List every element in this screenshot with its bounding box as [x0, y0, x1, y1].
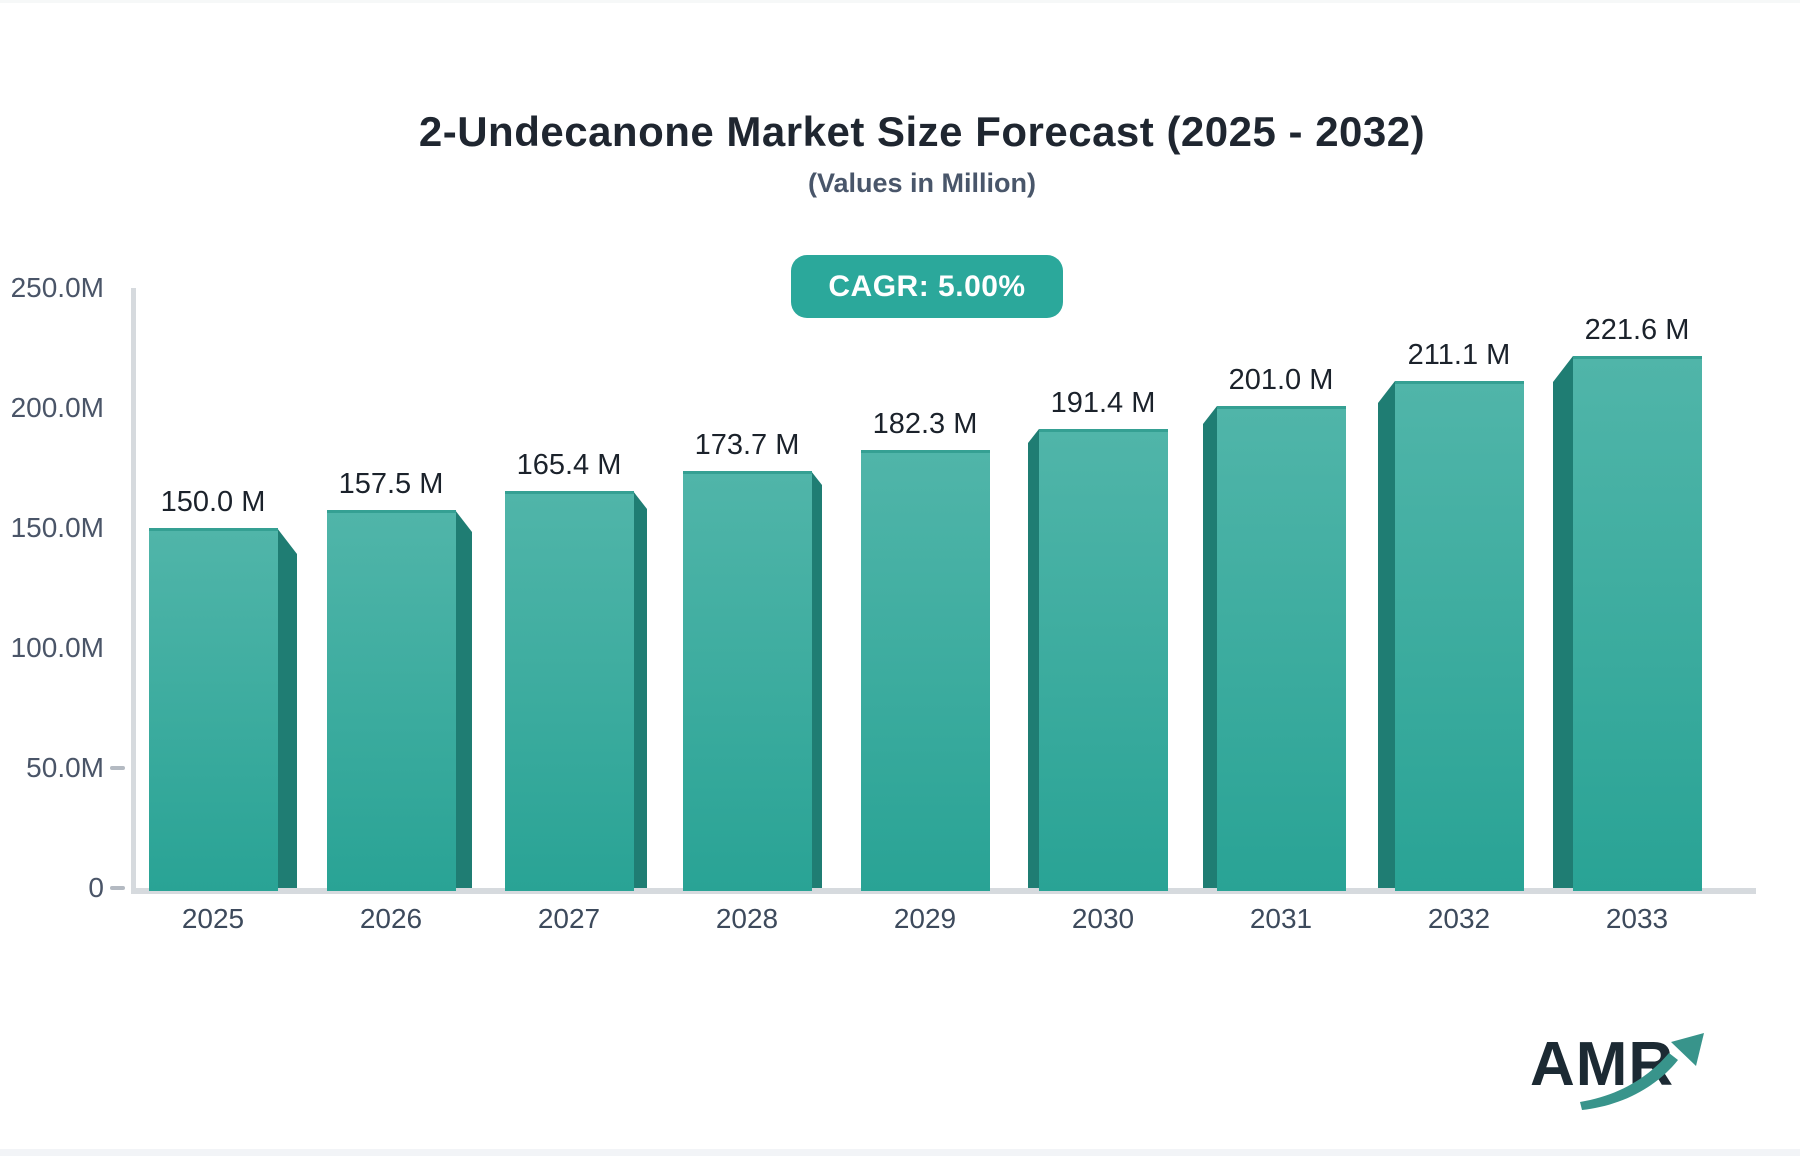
bar-value-label-2030: 191.4 M	[1050, 387, 1156, 419]
bar-value-label-2028: 173.7 M	[694, 429, 800, 461]
page-bottom-strip	[0, 1149, 1800, 1156]
bar-value-label-2027: 165.4 M	[516, 449, 622, 481]
x-tick-label-2028: 2028	[715, 903, 779, 934]
bar-side-2028	[811, 471, 822, 888]
bar-value-label-2029: 182.3 M	[872, 408, 978, 440]
bar-side-2027	[633, 491, 647, 888]
bar-2030	[1039, 429, 1168, 891]
chart-title: 2-Undecanone Market Size Forecast (2025 …	[418, 108, 1426, 155]
bar-2025	[149, 528, 278, 891]
bar-2028	[683, 471, 812, 891]
bar-side-2025	[277, 528, 297, 888]
y-axis-line	[131, 288, 136, 894]
bar-2027	[505, 491, 634, 891]
x-tick-label-2025: 2025	[181, 903, 245, 934]
x-axis-line	[131, 888, 1756, 894]
bar-2031	[1217, 406, 1346, 891]
x-tick-label-2026: 2026	[359, 903, 423, 934]
bar-2032	[1395, 381, 1524, 891]
bar-side-2031	[1203, 406, 1217, 888]
x-tick-label-2032: 2032	[1427, 903, 1491, 934]
y-tick-label: 150.0M	[10, 512, 104, 543]
y-tick-label: 100.0M	[10, 632, 104, 663]
bar-value-label-2032: 211.1 M	[1407, 339, 1511, 371]
x-tick-label-2029: 2029	[893, 903, 957, 934]
y-tick-dash	[110, 766, 125, 770]
bar-value-label-2026: 157.5 M	[338, 468, 444, 500]
bar-side-2033	[1553, 356, 1573, 888]
bar-value-label-2025: 150.0 M	[160, 486, 266, 518]
bar-2029	[861, 450, 990, 891]
bar-value-label-2031: 201.0 M	[1228, 364, 1334, 396]
x-tick-label-2030: 2030	[1071, 903, 1135, 934]
y-tick-label: 250.0M	[10, 272, 104, 303]
bar-side-2026	[455, 510, 472, 888]
y-tick-dash	[110, 886, 125, 890]
bar-value-label-2033: 221.6 M	[1584, 314, 1690, 346]
chart-subtitle: (Values in Million)	[807, 168, 1037, 198]
cagr-badge: CAGR: 5.00%	[791, 255, 1063, 318]
x-tick-label-2027: 2027	[537, 903, 601, 934]
bar-side-2032	[1378, 381, 1395, 888]
y-tick-label: 200.0M	[10, 392, 104, 423]
bar-side-2030	[1028, 429, 1039, 888]
page-top-strip	[0, 0, 1800, 3]
x-tick-label-2031: 2031	[1249, 903, 1313, 934]
y-tick-label: 0	[88, 872, 104, 903]
bar-2026	[327, 510, 456, 891]
cagr-badge-label: CAGR: 5.00%	[828, 269, 1026, 303]
y-tick-label: 50.0M	[26, 752, 104, 783]
x-tick-label-2033: 2033	[1605, 903, 1669, 934]
bar-2033	[1573, 356, 1702, 891]
growth-arrow-icon	[1580, 1033, 1704, 1110]
brand-logo: AMR	[1470, 1020, 1720, 1140]
